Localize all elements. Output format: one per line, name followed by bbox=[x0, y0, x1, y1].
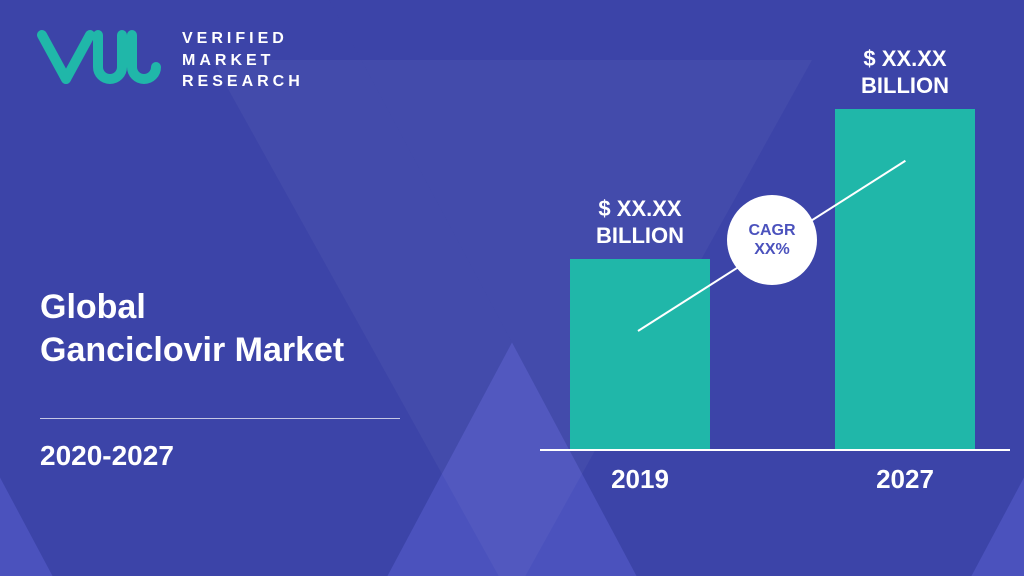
bar-2027-value-line1: $ XX.XX bbox=[863, 46, 946, 71]
bar-chart: $ XX.XX BILLION 2019 $ XX.XX BILLION 202… bbox=[540, 40, 1010, 495]
logo-line3: RESEARCH bbox=[182, 71, 304, 93]
period-label: 2020-2027 bbox=[40, 440, 174, 472]
chart-baseline bbox=[540, 449, 1010, 451]
cagr-badge: CAGR XX% bbox=[727, 195, 817, 285]
logo-mark-icon bbox=[36, 29, 166, 91]
logo-line1: VERIFIED bbox=[182, 28, 304, 50]
logo-text: VERIFIED MARKET RESEARCH bbox=[182, 28, 304, 93]
bar-2019-year-label: 2019 bbox=[550, 464, 730, 495]
bar-2019-value-label: $ XX.XX BILLION bbox=[550, 196, 730, 249]
bar-2027-value-label: $ XX.XX BILLION bbox=[815, 46, 995, 99]
cagr-line2: XX% bbox=[754, 241, 790, 258]
bar-2027-year-label: 2027 bbox=[815, 464, 995, 495]
brand-logo: VERIFIED MARKET RESEARCH bbox=[36, 28, 304, 93]
title-line2: Ganciclovir Market bbox=[40, 329, 480, 372]
bar-2019-value-line2: BILLION bbox=[596, 223, 684, 248]
bar-2019-fill bbox=[570, 259, 710, 449]
title-divider bbox=[40, 418, 400, 419]
bar-2019-value-line1: $ XX.XX bbox=[598, 196, 681, 221]
cagr-line1: CAGR bbox=[748, 222, 795, 239]
bar-2019 bbox=[570, 259, 710, 449]
infographic-canvas: VERIFIED MARKET RESEARCH Global Ganciclo… bbox=[0, 0, 1024, 576]
bar-2027-fill bbox=[835, 109, 975, 449]
bar-2027-value-line2: BILLION bbox=[861, 73, 949, 98]
logo-line2: MARKET bbox=[182, 50, 304, 72]
bar-2027 bbox=[835, 109, 975, 449]
title-line1: Global bbox=[40, 286, 480, 329]
title-block: Global Ganciclovir Market bbox=[40, 286, 480, 371]
